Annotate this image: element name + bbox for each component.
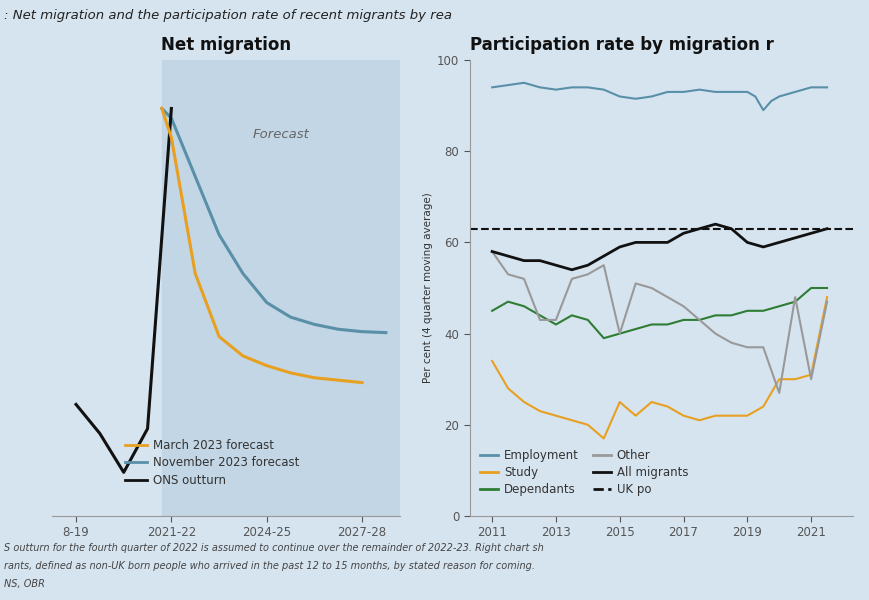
Y-axis label: Per cent (4 quarter moving average): Per cent (4 quarter moving average)	[422, 193, 433, 383]
Bar	[162, 60, 409, 516]
Legend: Employment, Study, Dependants, Other, All migrants, UK po: Employment, Study, Dependants, Other, Al…	[475, 444, 692, 501]
Text: S outturn for the fourth quarter of 2022 is assumed to continue over the remaind: S outturn for the fourth quarter of 2022…	[4, 543, 543, 553]
Text: NS, OBR: NS, OBR	[4, 579, 45, 589]
Legend: March 2023 forecast, November 2023 forecast, ONS outturn: March 2023 forecast, November 2023 forec…	[121, 434, 303, 492]
Text: : Net migration and the participation rate of recent migrants by rea: : Net migration and the participation ra…	[4, 9, 452, 22]
Text: Forecast: Forecast	[252, 128, 309, 140]
Text: rants, defined as non-UK born people who arrived in the past 12 to 15 months, by: rants, defined as non-UK born people who…	[4, 561, 534, 571]
Title: Net migration: Net migration	[161, 36, 291, 54]
Text: Participation rate by migration r: Participation rate by migration r	[469, 36, 773, 54]
